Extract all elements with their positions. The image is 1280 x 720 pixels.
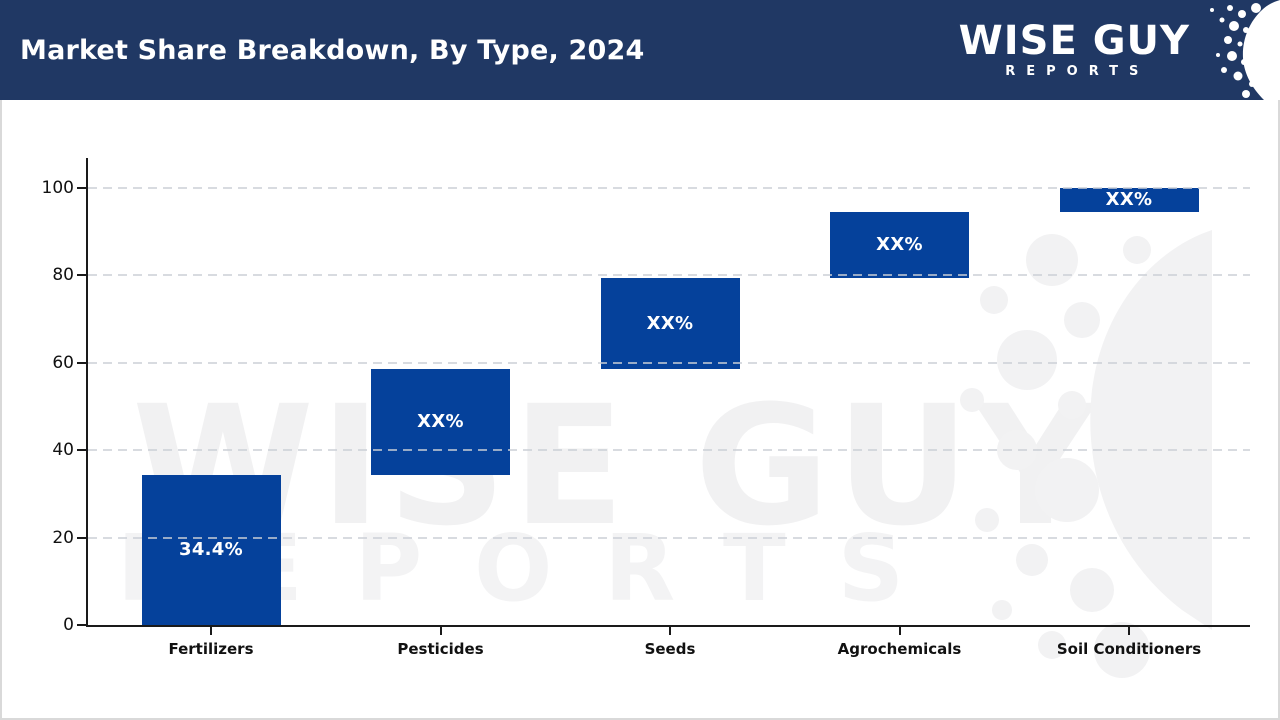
x-category-label: Seeds [644,640,696,658]
gridline-100 [88,186,1250,189]
y-tick-100 [77,186,86,189]
x-axis-line [86,625,1250,627]
bar-value-label: 34.4% [179,539,243,561]
logo-text: WISE GUY REPORTS [959,21,1190,79]
wiseguy-logo: WISE GUY REPORTS [959,0,1280,100]
logo-wordmark: WISE GUY [958,18,1190,64]
gridline-80 [88,274,1250,276]
y-tick-label-100: 100 [41,177,74,198]
x-category-label: Soil Conditioners [1056,640,1202,658]
x-category-label: Pesticides [397,640,484,658]
x-category-label: Agrochemicals [837,640,962,658]
header-bar: Market Share Breakdown, By Type, 2024 WI… [0,0,1280,100]
y-tick-label-60: 60 [52,352,74,373]
bar-fertilizers: 34.4% [141,474,281,625]
y-tick-label-40: 40 [52,440,74,460]
y-tick-80 [77,274,86,276]
y-tick-20 [77,536,86,539]
bar-value-label: XX% [646,312,694,334]
bar-value-label: XX% [876,234,923,256]
bar-value-label: XX% [1105,189,1153,211]
page-title: Market Share Breakdown, By Type, 2024 [20,34,645,66]
y-tick-label-20: 20 [52,527,74,548]
x-category-label: Fertilizers [168,640,254,658]
bar-pesticides: XX% [371,369,510,475]
gridline-40 [88,449,1250,451]
y-tick-60 [77,361,86,364]
gridline-20 [88,536,1250,539]
face-profile-icon [1210,0,1280,100]
x-tick-0 [210,627,212,635]
gridline-60 [88,361,1250,364]
x-tick-2 [669,627,671,635]
x-tick-4 [1128,627,1130,635]
bar-agrochemicals: XX% [830,212,969,278]
bar-seeds: XX% [600,277,740,370]
bar-soil-conditioners: XX% [1059,187,1199,212]
y-tick-label-0: 0 [63,615,74,635]
y-tick-0 [77,624,86,626]
x-tick-1 [439,627,442,635]
y-tick-label-80: 80 [52,265,74,285]
y-axis-line [86,158,88,627]
y-tick-40 [77,449,86,451]
bar-value-label: XX% [417,411,464,433]
x-tick-3 [898,627,901,635]
logo-subtitle: REPORTS [1005,64,1150,79]
